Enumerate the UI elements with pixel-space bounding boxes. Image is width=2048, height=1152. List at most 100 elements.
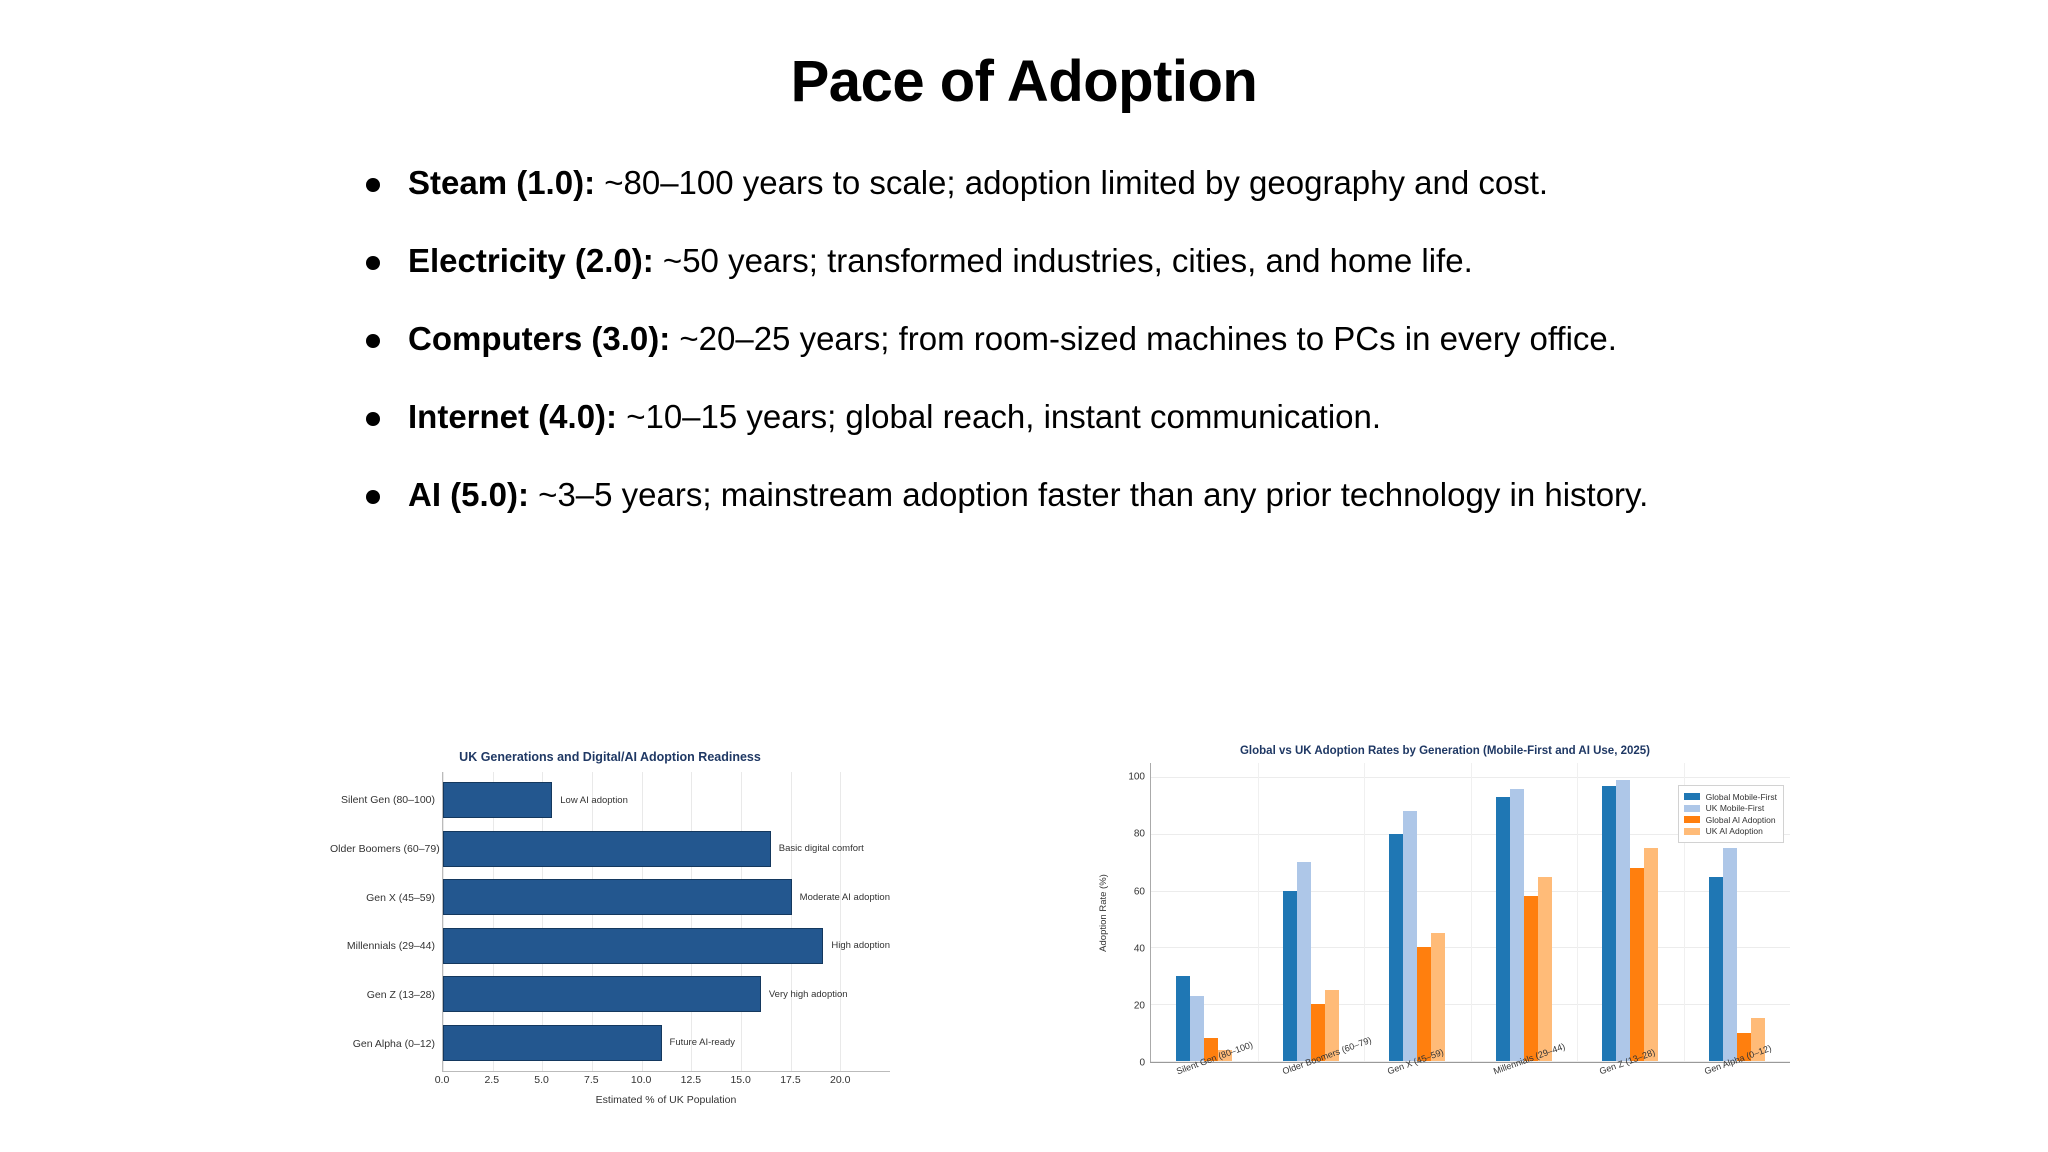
legend-swatch-icon	[1683, 816, 1700, 823]
list-item: Internet (4.0): ~10–15 years; global rea…	[366, 396, 1696, 438]
hbar-annotation: Moderate AI adoption	[799, 891, 890, 903]
legend-label: UK Mobile-First	[1705, 803, 1765, 813]
hbar-bar	[443, 782, 553, 819]
vbar-group	[1471, 763, 1578, 1061]
chart-global-vs-uk-adoption: Global vs UK Adoption Rates by Generatio…	[1098, 745, 1790, 1145]
list-item: Electricity (2.0): ~50 years; transforme…	[366, 240, 1696, 282]
hbar-row: Basic digital comfort	[443, 830, 890, 867]
hbar-row: Very high adoption	[443, 976, 890, 1013]
vbar-group	[1258, 763, 1365, 1061]
bullet-dot-icon	[366, 178, 380, 192]
vbar-bar	[1708, 876, 1723, 1061]
vbar-bar	[1602, 785, 1617, 1061]
x-tick-label: 7.5	[584, 1074, 599, 1086]
bullet-dot-icon	[366, 333, 380, 348]
vbar-bar	[1310, 1004, 1325, 1061]
vbar-plot-area: Adoption Rate (%) 0 20 40 60 80 100 Global Mo…	[1098, 763, 1790, 1069]
legend-item: Global Mobile-First	[1683, 792, 1777, 802]
vbar-x-tick-labels: Silent Gen (80–100) Older Boomers (60–79)…	[1150, 1035, 1790, 1125]
vbar-bar	[1296, 862, 1311, 1061]
x-tick-label: 2.5	[484, 1074, 500, 1086]
hbar-x-tick-labels: 0.0 2.5 5.0 7.5 10.0 12.5 15.0 17.5 20.0	[435, 1072, 890, 1094]
bullet-text: AI (5.0): ~3–5 years; mainstream adoptio…	[408, 474, 1648, 516]
x-tick-label: 12.5	[680, 1074, 702, 1086]
y-tick-label: 0	[1139, 1057, 1145, 1069]
legend-swatch-icon	[1683, 804, 1700, 812]
chart-title-right: Global vs UK Adoption Rates by Generatio…	[1239, 745, 1651, 757]
hbar-annotation: High adoption	[831, 940, 890, 952]
legend-swatch-icon	[1683, 793, 1700, 800]
vbar-bar	[1537, 876, 1552, 1061]
hbar-rows: Low AI adoption Basic digital comfort Mode…	[443, 772, 890, 1071]
bullet-lead: Electricity (2.0):	[408, 241, 654, 279]
bullet-body: ~3–5 years; mainstream adoption faster t…	[529, 475, 1649, 513]
vbar-group	[1364, 763, 1471, 1061]
vbar-legend: Global Mobile-First UK Mobile-First Global…	[1677, 785, 1784, 843]
x-tick-label: 5.0	[534, 1074, 549, 1086]
y-tick-label: 20	[1133, 1000, 1145, 1012]
vbar-group	[1684, 763, 1791, 1061]
vbar-bar	[1644, 848, 1659, 1061]
vbar-y-tick-labels: 0 20 40 60 80 100	[1114, 763, 1150, 1069]
bullet-text: Electricity (2.0): ~50 years; transforme…	[408, 240, 1473, 282]
bullet-lead: Internet (4.0):	[408, 397, 618, 435]
vbar-bar	[1750, 1018, 1765, 1061]
hbar-bar	[443, 830, 771, 867]
y-tick-label: 100	[1128, 771, 1145, 783]
x-tick-label: 0.0	[434, 1074, 450, 1086]
hbar-bar	[443, 1024, 662, 1061]
y-tick-label: 60	[1133, 886, 1145, 898]
hbar-row: High adoption	[443, 927, 890, 964]
hbar-x-axis-title: Estimated % of UK Population	[595, 1094, 737, 1106]
bullet-lead: Computers (3.0):	[408, 319, 671, 357]
bullet-body: ~50 years; transformed industries, citie…	[653, 241, 1473, 279]
legend-label: UK AI Adoption	[1705, 826, 1763, 836]
hbar-bar	[443, 976, 761, 1013]
hbar-row: Future AI-ready	[443, 1024, 890, 1061]
list-item: AI (5.0): ~3–5 years; mainstream adoptio…	[366, 474, 1696, 516]
vbar-bar	[1630, 868, 1645, 1061]
gridline	[1151, 1061, 1790, 1062]
vbar-bar	[1509, 788, 1524, 1061]
vbar-bar	[1282, 890, 1297, 1061]
list-item: Computers (3.0): ~20–25 years; from room…	[366, 318, 1696, 360]
y-tick-label: 80	[1133, 828, 1145, 840]
vbar-bar	[1523, 896, 1538, 1061]
hbar-category-labels: Silent Gen (80–100) Older Boomers (60–79)…	[330, 772, 442, 1072]
vbar-bar-groups	[1151, 763, 1790, 1061]
bullet-body: ~80–100 years to scale; adoption limited…	[595, 164, 1549, 201]
vbar-bar	[1417, 947, 1432, 1061]
bullet-dot-icon	[366, 411, 380, 426]
legend-item: Global AI Adoption	[1683, 814, 1777, 825]
vbar-bar	[1176, 975, 1191, 1061]
bullet-lead: Steam (1.0):	[408, 164, 596, 201]
page-title: Pace of Adoption	[790, 49, 1258, 114]
vbar-bar	[1431, 933, 1446, 1061]
vbar-bar	[1218, 1049, 1233, 1061]
legend-item: UK Mobile-First	[1683, 803, 1777, 813]
hbar-category-label: Millennials (29–44)	[346, 940, 435, 953]
vbar-y-axis-title: Adoption Rate (%)	[1098, 874, 1109, 952]
hbar-annotation: Low AI adoption	[560, 794, 628, 806]
x-tick-label: 17.5	[780, 1074, 801, 1086]
x-tick-label: 15.0	[730, 1074, 751, 1086]
vbar-bar	[1324, 990, 1339, 1061]
vbar-bar	[1389, 833, 1404, 1061]
legend-item: UK AI Adoption	[1683, 826, 1777, 836]
list-item: Steam (1.0): ~80–100 years to scale; ado…	[366, 162, 1696, 204]
chart-title-left: UK Generations and Digital/AI Adoption R…	[459, 750, 761, 764]
hbar-category-label: Gen Alpha (0–12)	[352, 1037, 435, 1050]
legend-label: Global AI Adoption	[1705, 814, 1776, 825]
vbar-bar	[1616, 780, 1631, 1061]
legend-swatch-icon	[1683, 827, 1700, 835]
hbar-bar	[443, 927, 824, 964]
hbar-category-label: Gen X (45–59)	[366, 891, 435, 904]
bullet-text: Steam (1.0): ~80–100 years to scale; ado…	[408, 162, 1548, 204]
hbar-row: Moderate AI adoption	[443, 879, 890, 916]
bullet-text: Internet (4.0): ~10–15 years; global rea…	[408, 396, 1381, 438]
bullet-body: ~20–25 years; from room-sized machines t…	[670, 319, 1617, 357]
bullet-body: ~10–15 years; global reach, instant comm…	[617, 397, 1382, 435]
bullet-lead: AI (5.0):	[408, 475, 530, 513]
vbar-bar	[1495, 797, 1510, 1061]
vbar-bar	[1204, 1038, 1219, 1061]
